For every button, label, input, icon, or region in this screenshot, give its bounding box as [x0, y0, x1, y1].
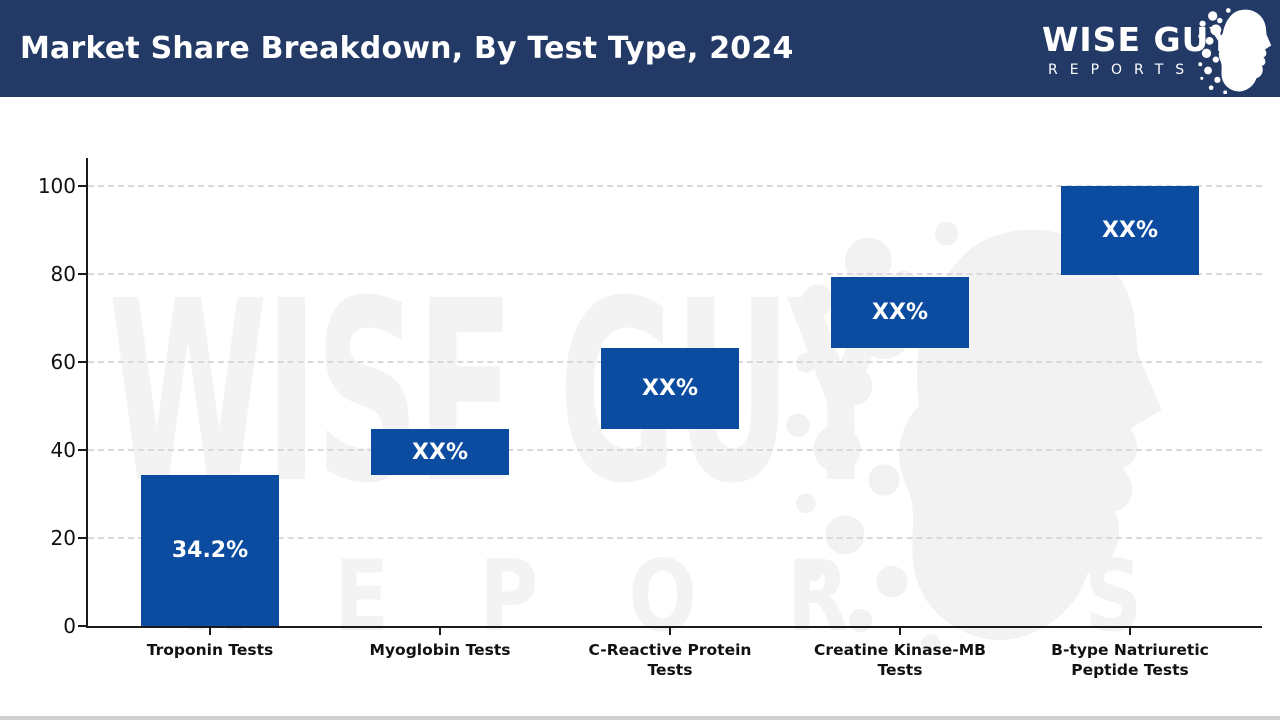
x-category-label: Creatine Kinase-MB Tests — [814, 641, 986, 679]
y-tick-mark — [78, 272, 86, 275]
x-tick-mark — [1129, 628, 1131, 635]
y-tick-label: 60 — [50, 349, 76, 374]
bottom-strip — [0, 716, 1280, 720]
y-tick-label: 20 — [50, 525, 76, 550]
header: Market Share Breakdown, By Test Type, 20… — [0, 0, 1280, 97]
bar-segment: XX% — [601, 348, 739, 430]
brand-logo: WISE GUY REPORTS — [1010, 6, 1272, 94]
page-title: Market Share Breakdown, By Test Type, 20… — [20, 31, 794, 66]
x-tick-mark — [669, 628, 671, 635]
y-tick-label: 0 — [63, 614, 76, 638]
bar-segment: XX% — [371, 429, 509, 476]
y-tick-mark — [78, 360, 86, 363]
brand-sub: REPORTS — [1048, 62, 1197, 78]
x-tick-mark — [209, 628, 211, 635]
x-tick-mark — [899, 628, 901, 635]
y-tick-mark — [78, 448, 86, 451]
bar-segment: 34.2% — [141, 475, 279, 626]
y-gridline — [88, 448, 1262, 451]
x-category-label: B-type Natriuretic Peptide Tests — [1051, 641, 1209, 679]
bar-value-label: XX% — [1102, 217, 1158, 243]
y-tick-label: 100 — [37, 173, 76, 198]
y-axis-line — [86, 158, 88, 628]
bar-segment: XX% — [831, 277, 969, 349]
y-tick-label: 80 — [50, 261, 76, 286]
x-category-label: Myoglobin Tests — [369, 641, 511, 659]
x-tick-mark — [439, 628, 441, 635]
x-axis-line — [86, 626, 1262, 628]
bar-value-label: XX% — [412, 439, 468, 465]
bar-value-label: XX% — [642, 376, 698, 402]
y-tick-mark — [78, 536, 86, 539]
bar-value-label: XX% — [872, 300, 928, 326]
bar-segment: XX% — [1061, 185, 1199, 275]
x-category-label: Troponin Tests — [146, 641, 274, 659]
y-tick-label: 40 — [50, 437, 76, 462]
y-tick-mark — [78, 184, 86, 187]
y-gridline — [88, 184, 1262, 187]
bar-value-label: 34.2% — [171, 538, 249, 564]
y-tick-mark — [78, 625, 86, 627]
x-category-label: C-Reactive Protein Tests — [588, 641, 752, 679]
y-gridline — [88, 536, 1262, 539]
y-gridline — [88, 272, 1262, 275]
